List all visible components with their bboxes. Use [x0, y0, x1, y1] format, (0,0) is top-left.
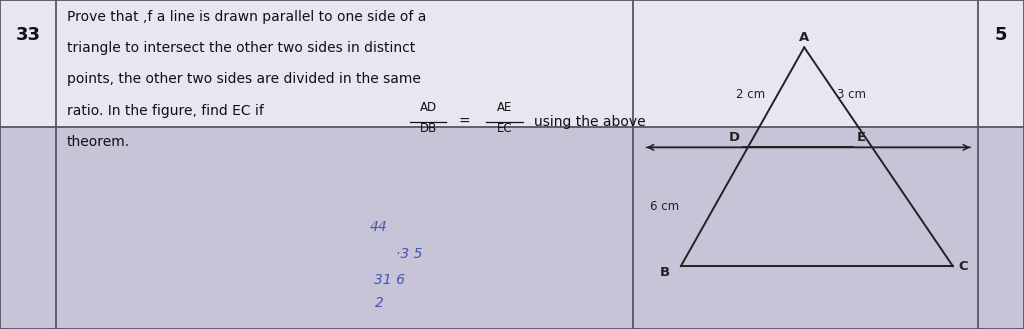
Bar	[56, 0, 633, 127]
Text: ·3 5: ·3 5	[396, 247, 423, 261]
Bar	[633, 0, 978, 127]
Text: 2 cm: 2 cm	[736, 88, 766, 101]
Text: 6 cm: 6 cm	[650, 200, 679, 213]
Text: ratio. In the figure, find EC if: ratio. In the figure, find EC if	[67, 104, 263, 118]
Text: 44: 44	[370, 220, 388, 235]
Text: using the above: using the above	[534, 115, 645, 129]
Text: triangle to intersect the other two sides in distinct: triangle to intersect the other two side…	[67, 41, 415, 55]
Text: 2: 2	[375, 296, 383, 310]
Text: DB: DB	[420, 122, 436, 136]
Text: EC: EC	[497, 122, 513, 136]
Text: A: A	[799, 31, 809, 44]
Bar	[978, 0, 1024, 127]
Text: 5: 5	[994, 26, 1008, 44]
Text: Prove that ,f a line is drawn parallel to one side of a: Prove that ,f a line is drawn parallel t…	[67, 10, 426, 24]
Text: =: =	[458, 115, 470, 129]
Text: C: C	[958, 260, 968, 273]
Text: AE: AE	[497, 100, 513, 114]
Text: E: E	[856, 131, 865, 144]
Text: 33: 33	[15, 26, 41, 44]
Bar	[0, 0, 56, 127]
Text: theorem.: theorem.	[67, 135, 130, 149]
Text: AD: AD	[420, 100, 436, 114]
Text: 3 cm: 3 cm	[837, 88, 866, 101]
Text: B: B	[659, 266, 670, 279]
Text: 31 6: 31 6	[374, 273, 404, 287]
Text: points, the other two sides are divided in the same: points, the other two sides are divided …	[67, 72, 421, 87]
Text: D: D	[729, 131, 740, 144]
